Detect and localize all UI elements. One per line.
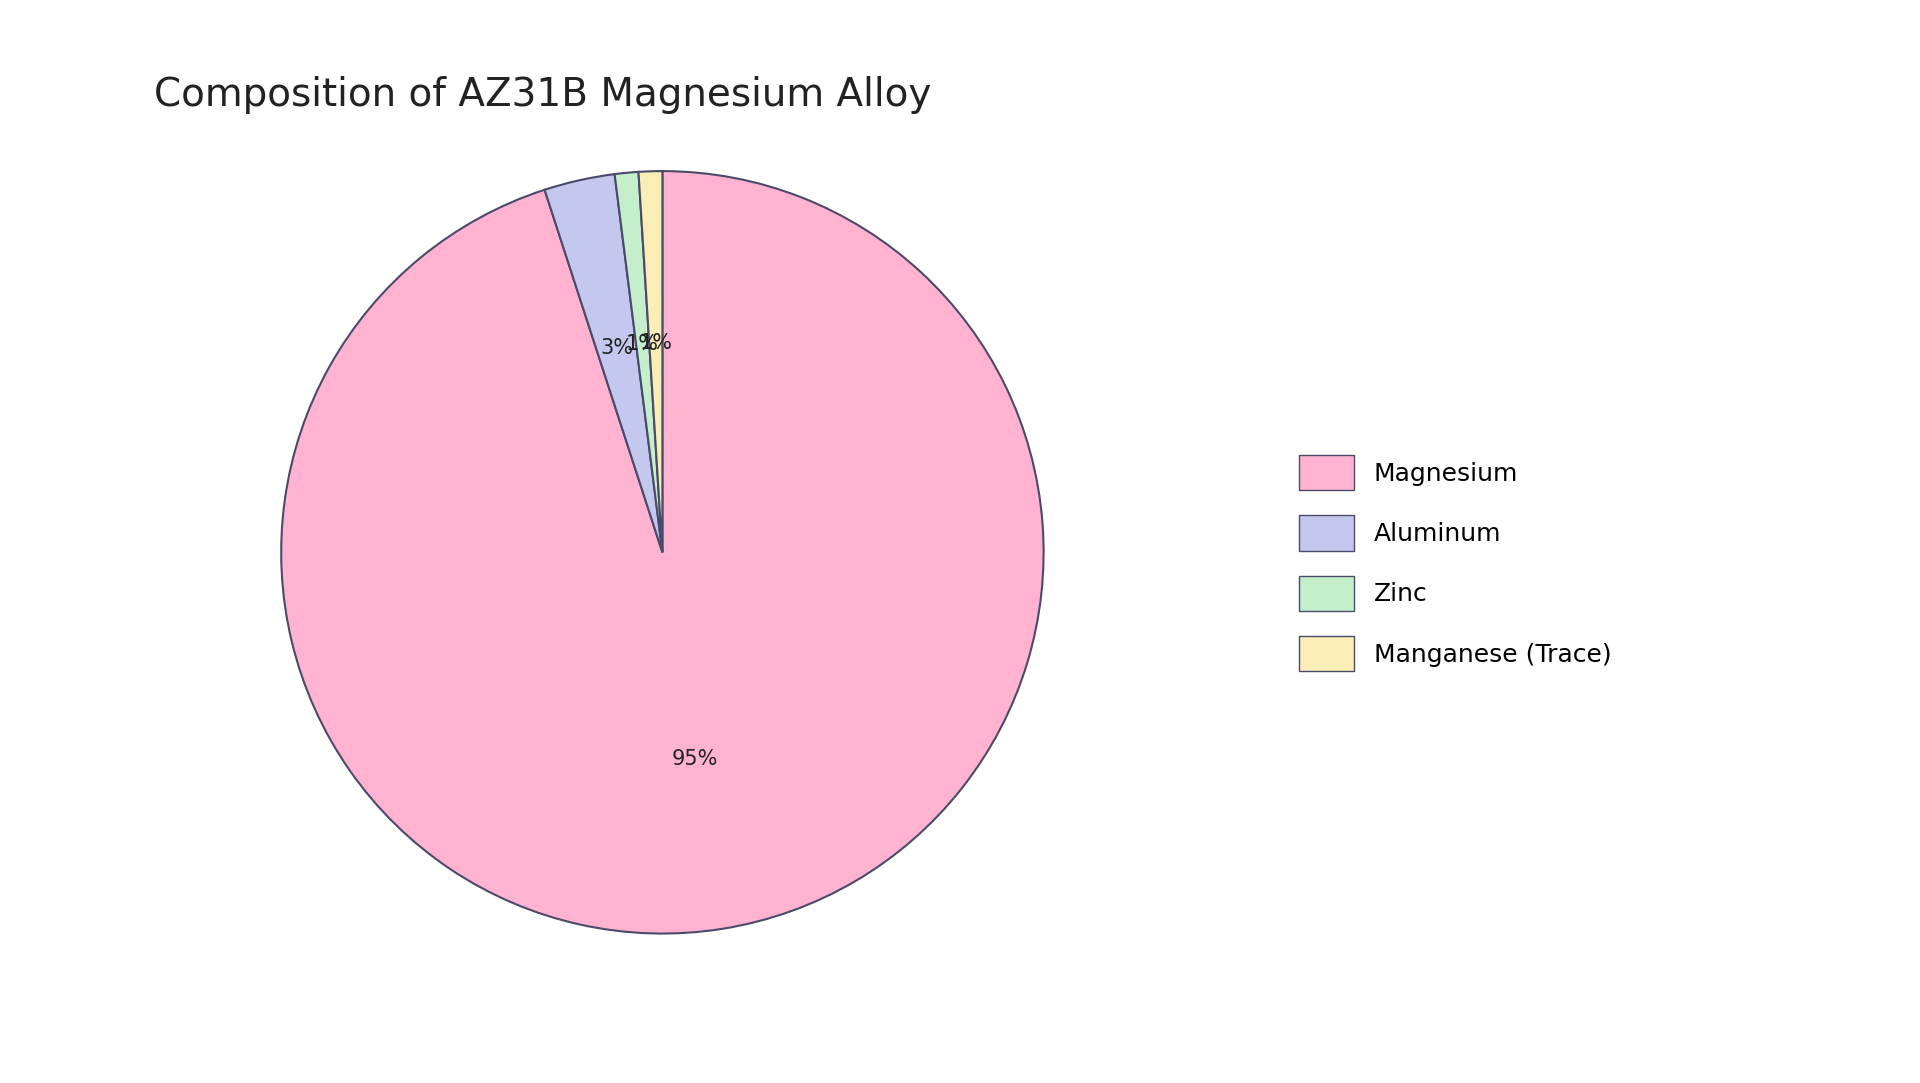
Text: 1%: 1% bbox=[639, 332, 672, 353]
Text: 3%: 3% bbox=[601, 338, 634, 357]
Legend: Magnesium, Aluminum, Zinc, Manganese (Trace): Magnesium, Aluminum, Zinc, Manganese (Tr… bbox=[1300, 455, 1611, 671]
Wedge shape bbox=[639, 171, 662, 552]
Text: 1%: 1% bbox=[626, 334, 659, 353]
Wedge shape bbox=[545, 174, 662, 552]
Text: 95%: 95% bbox=[672, 749, 718, 769]
Text: Composition of AZ31B Magnesium Alloy: Composition of AZ31B Magnesium Alloy bbox=[154, 76, 931, 114]
Wedge shape bbox=[280, 171, 1044, 934]
Wedge shape bbox=[614, 172, 662, 552]
